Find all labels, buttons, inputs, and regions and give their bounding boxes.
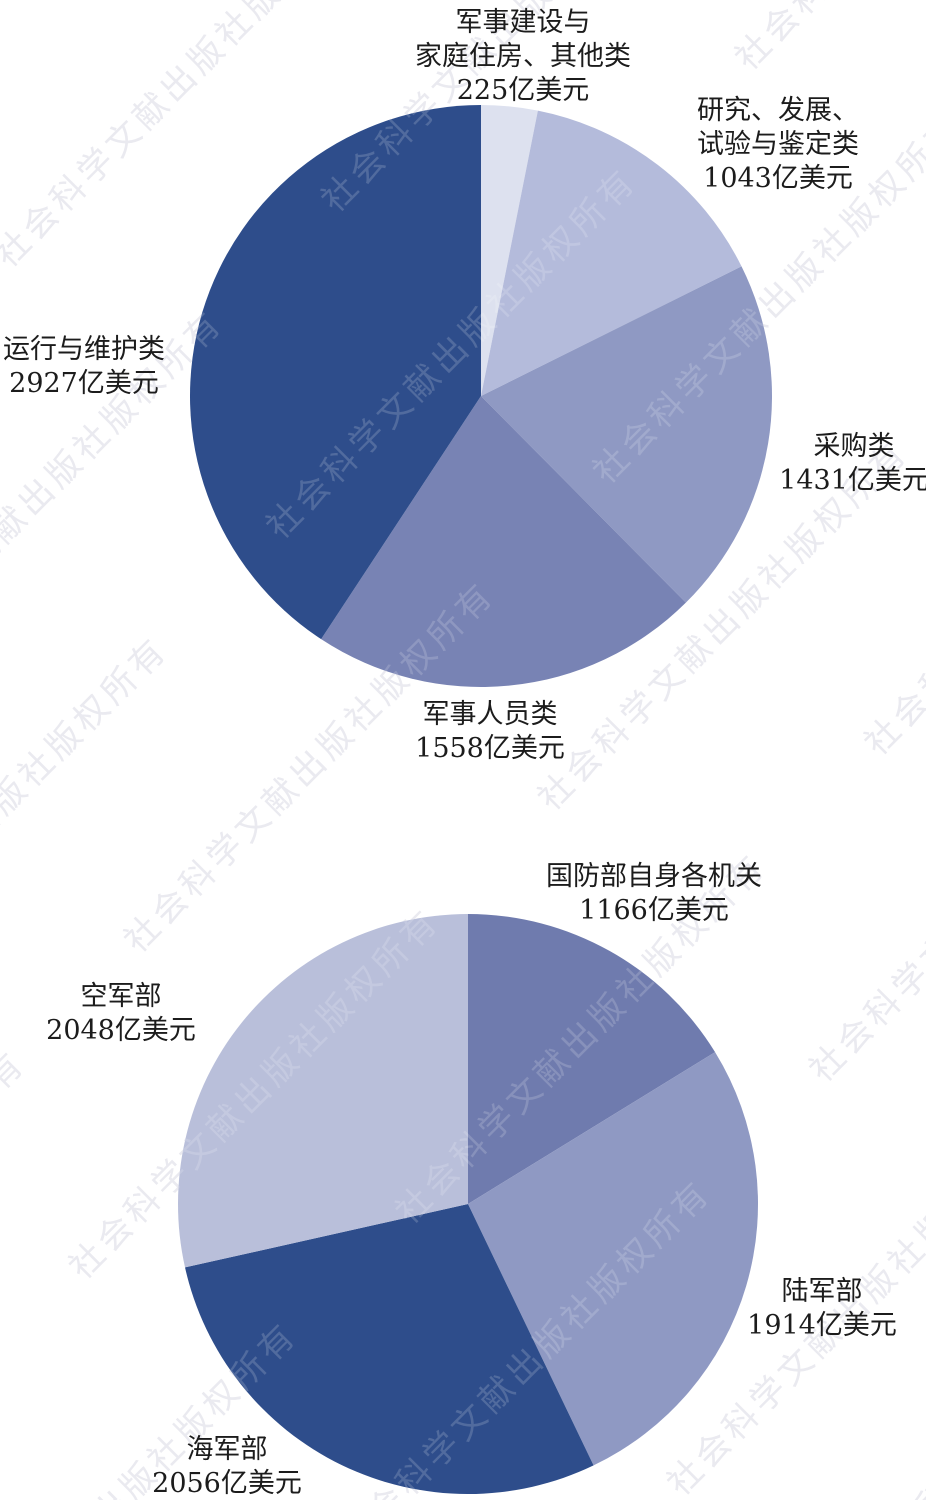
pie-1-slice-0 xyxy=(468,913,716,1204)
label-value: 1914亿美元 xyxy=(747,1310,897,1341)
label-value: 1043亿美元 xyxy=(703,163,853,194)
label-line: 军事人员类 xyxy=(422,699,558,730)
label-operation-maintenance: 运行与维护类 2927亿美元 xyxy=(3,333,165,401)
pie-1-slice-1 xyxy=(468,1052,759,1466)
label-procurement: 采购类 1431亿美元 xyxy=(779,430,926,498)
label-line: 海军部 xyxy=(186,1434,268,1465)
pie-0-slice-3 xyxy=(321,396,686,688)
label-value: 2056亿美元 xyxy=(152,1468,302,1499)
label-line: 国防部自身各机关 xyxy=(546,861,762,892)
label-military-personnel: 军事人员类 1558亿美元 xyxy=(415,698,565,766)
pie-1-slice-3 xyxy=(178,914,468,1268)
label-air-force: 空军部 2048亿美元 xyxy=(46,980,196,1048)
label-rdte: 研究、发展、 试验与鉴定类 1043亿美元 xyxy=(697,94,859,196)
label-value: 1166亿美元 xyxy=(579,895,729,926)
label-military-construction: 军事建设与 家庭住房、其他类 225亿美元 xyxy=(415,6,631,108)
pie-0-slice-2 xyxy=(481,266,773,603)
label-line: 家庭住房、其他类 xyxy=(415,41,631,72)
label-value: 1431亿美元 xyxy=(779,465,926,496)
label-value: 1558亿美元 xyxy=(415,733,565,764)
label-value: 2927亿美元 xyxy=(9,368,159,399)
label-value: 2048亿美元 xyxy=(46,1015,196,1046)
label-dod-agencies: 国防部自身各机关 1166亿美元 xyxy=(546,860,762,928)
label-army: 陆军部 1914亿美元 xyxy=(747,1275,897,1343)
label-navy: 海军部 2056亿美元 xyxy=(152,1433,302,1500)
label-line: 军事建设与 xyxy=(455,7,591,38)
pie-1-slice-2 xyxy=(185,1204,594,1495)
pie-0-slice-4 xyxy=(190,105,482,640)
label-value: 225亿美元 xyxy=(456,75,590,106)
label-line: 运行与维护类 xyxy=(3,334,165,365)
label-line: 研究、发展、 xyxy=(697,95,859,126)
label-line: 试验与鉴定类 xyxy=(697,129,859,160)
label-line: 采购类 xyxy=(813,431,895,462)
pie-0-slice-0 xyxy=(481,105,538,396)
pie-0-slice-1 xyxy=(481,110,742,397)
label-line: 陆军部 xyxy=(781,1276,863,1307)
label-line: 空军部 xyxy=(80,981,162,1012)
